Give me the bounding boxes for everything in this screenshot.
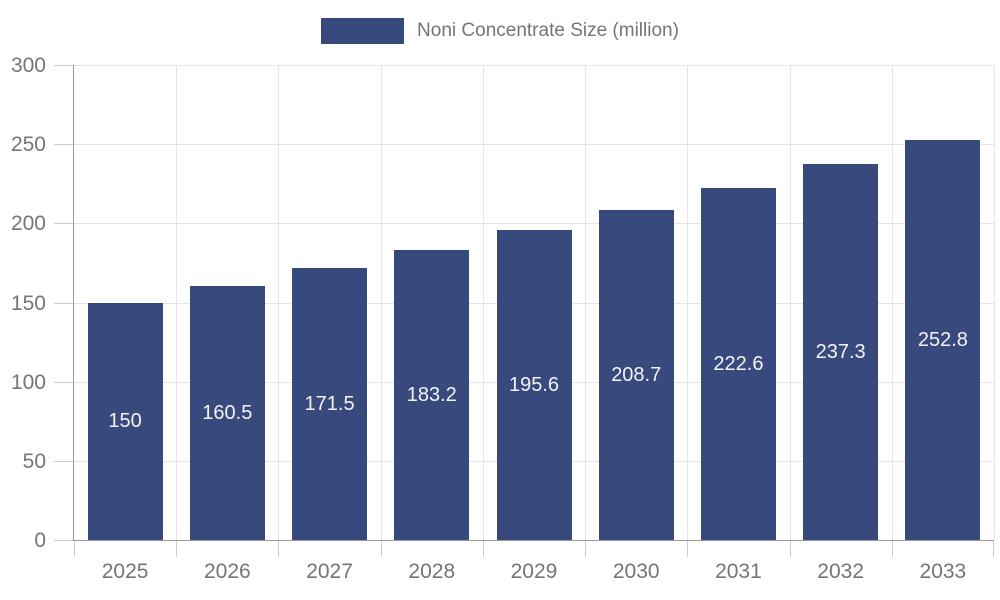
x-axis-tick-label: 2029 [510,560,558,583]
bar-2029[interactable]: 195.6 [496,230,572,540]
gridline-horizontal [74,144,994,146]
y-axis-tick [54,223,73,225]
x-axis-tick [74,541,75,557]
gridline-vertical [891,65,893,540]
bar-value-label: 208.7 [611,363,662,386]
y-axis-tick-label: 250 [10,133,46,157]
x-axis-tick [482,541,484,557]
bar-value-label: 171.5 [304,393,355,416]
y-axis-line [73,65,74,540]
bar-2033[interactable]: 252.8 [905,139,981,540]
y-axis-tick [54,381,73,383]
y-axis-tick-label: 100 [10,370,46,394]
y-axis-tick [54,302,73,304]
y-axis-tick [54,540,73,541]
bar-2028[interactable]: 183.2 [394,249,470,540]
x-axis-tick-label: 2032 [817,560,865,583]
gridline-vertical [482,65,484,540]
gridline-vertical [789,65,791,540]
bar-value-label: 160.5 [202,401,253,424]
legend-item-noni-concentrate[interactable]: Noni Concentrate Size (million) [321,16,679,46]
bar-2030[interactable]: 208.7 [598,209,674,540]
y-axis-tick [54,65,73,66]
x-axis-tick-label: 2027 [306,560,353,583]
x-axis-tick-label: 2031 [715,560,762,583]
bar-value-label: 222.6 [713,352,764,375]
x-axis-tick [585,541,587,557]
bar-2027[interactable]: 171.5 [292,268,368,540]
y-axis-tick-label: 200 [10,212,46,236]
x-axis-tick-label: 2028 [408,560,456,583]
bar-value-label: 150 [108,410,142,433]
legend-label: Noni Concentrate Size (million) [417,20,679,41]
x-axis-tick [789,541,791,557]
x-axis-tick [687,541,689,557]
x-axis-tick-label: 2026 [203,560,251,583]
x-axis-tick [891,541,893,557]
bar-value-label: 183.2 [406,383,457,406]
gridline-vertical [585,65,587,540]
bar-value-label: 195.6 [508,374,560,397]
x-axis-tick-label: 2033 [919,560,967,583]
gridline-horizontal [74,223,994,225]
bar-value-label: 252.8 [917,328,968,351]
legend-color-marker [321,18,405,44]
legend: Noni Concentrate Size (million) [0,16,1000,46]
x-axis-tick-label: 2025 [101,560,149,583]
y-axis-tick-label: 300 [10,54,46,77]
x-axis-line [73,540,994,541]
x-axis-tick [380,541,382,557]
x-axis-tick [278,541,280,557]
gridline-vertical [994,65,995,540]
bar-chart-plot-area: 0 50 100 150 200 250 300 150 2025 160.5 2026 171.5 2… [11,55,995,583]
bar-2025[interactable]: 150 [87,302,163,540]
bar-2032[interactable]: 237.3 [803,164,879,540]
bar-2026[interactable]: 160.5 [189,285,265,540]
x-axis-tick [176,541,178,557]
x-axis-tick-label: 2030 [612,560,660,583]
y-axis-tick-label: 150 [10,291,46,315]
x-axis-tick [993,541,994,557]
gridline-horizontal [74,65,994,66]
gridline-vertical [687,65,689,540]
gridline-vertical [380,65,382,540]
y-axis-tick [54,460,73,462]
y-axis-tick-label: 50 [22,449,46,473]
bar-value-label: 237.3 [815,341,866,364]
y-axis-tick [54,144,73,146]
bar-2031[interactable]: 222.6 [700,187,776,540]
gridline-vertical [176,65,178,540]
gridline-vertical [278,65,280,540]
y-axis-tick-label: 0 [34,529,46,552]
